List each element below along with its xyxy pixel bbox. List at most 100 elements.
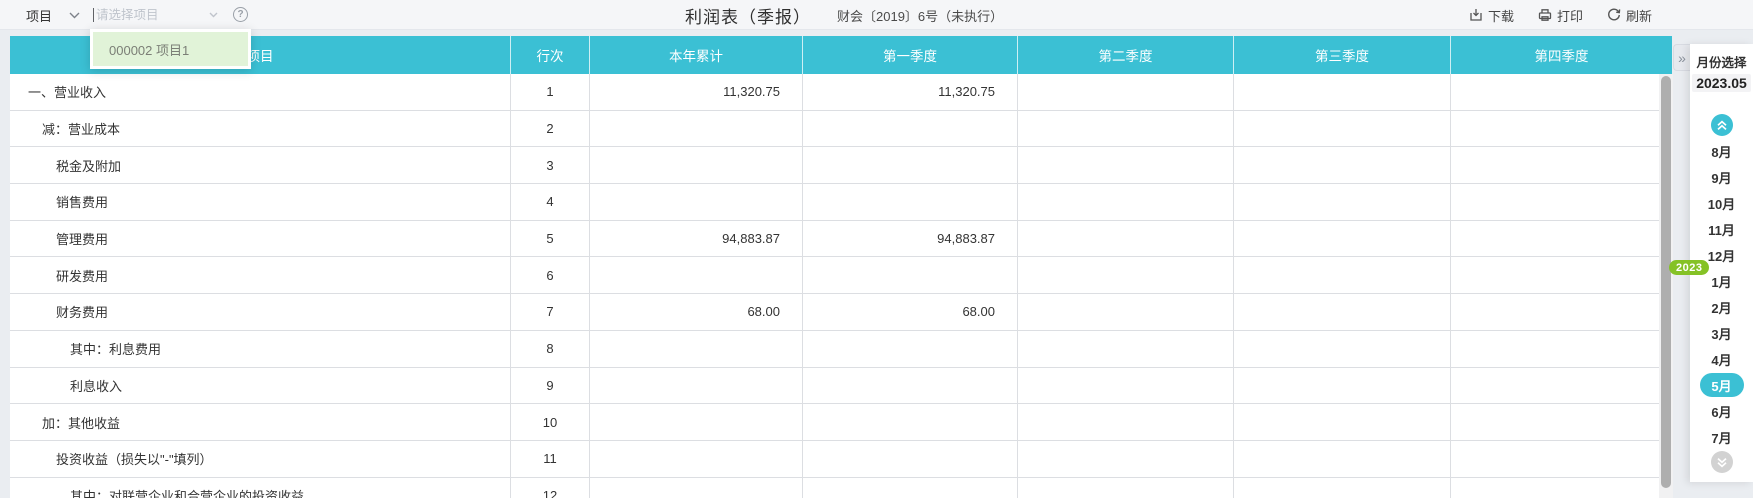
- refresh-button[interactable]: 刷新: [1607, 6, 1652, 25]
- month-item[interactable]: 11月: [1708, 222, 1735, 238]
- project-search-input[interactable]: [96, 8, 196, 22]
- chevron-double-right-icon: »: [1678, 49, 1686, 66]
- month-list: 8月 9月 10月 11月 12月 1月 2月 3月 4月 5月 6月 7月: [1699, 138, 1744, 450]
- toolbar: 项目 ? 利润表（季报） 财会〔2019〕6号（未执行） 下载 打印 刷新: [0, 0, 1753, 30]
- cell-q1: [803, 367, 1018, 404]
- cell-q2: [1018, 330, 1234, 367]
- month-item[interactable]: 3月: [1711, 326, 1732, 342]
- cell-q2: [1018, 147, 1234, 184]
- table-row: 投资收益（损失以"-"填列） 11: [10, 440, 1672, 478]
- month-item[interactable]: 4月: [1711, 352, 1732, 368]
- row-line-number: 12: [511, 477, 590, 498]
- cell-q1: [803, 257, 1018, 294]
- cell-q2: [1018, 257, 1234, 294]
- column-header-q4: 第四季度: [1534, 49, 1589, 64]
- cell-q1: [803, 147, 1018, 184]
- row-line-number: 7: [511, 294, 590, 330]
- column-header-item: 项目: [10, 36, 511, 74]
- table-row: 减：营业成本 2: [10, 110, 1672, 148]
- cell-ytd: [590, 147, 803, 184]
- cell-q4: [1451, 368, 1672, 404]
- cell-q3: [1234, 257, 1451, 294]
- month-item[interactable]: 12月: [1707, 248, 1736, 264]
- row-item-name: 其中：对联营企业和合营企业的投资收益: [10, 477, 511, 498]
- cell-q3: [1234, 404, 1451, 440]
- month-item[interactable]: 10月: [1707, 196, 1736, 212]
- cell-ytd: 11,320.75: [590, 74, 803, 110]
- scroll-months-up-button[interactable]: [1710, 114, 1733, 136]
- row-item-name: 利息收入: [10, 367, 511, 404]
- row-item-name: 财务费用: [10, 294, 511, 330]
- row-line-number: 5: [511, 220, 590, 257]
- table-body: 一、营业收入 1 11,320.75 11,320.75 减：营业成本 2 税金…: [10, 74, 1672, 498]
- print-button[interactable]: 打印: [1538, 6, 1583, 25]
- row-item-name: 投资收益（损失以"-"填列）: [10, 440, 511, 477]
- row-item-name: 其中：利息费用: [10, 330, 511, 367]
- row-line-number: 8: [511, 330, 590, 367]
- help-icon[interactable]: ?: [233, 7, 248, 22]
- cell-q1: [803, 404, 1018, 440]
- month-item[interactable]: 8月: [1711, 144, 1732, 160]
- cell-ytd: [590, 330, 803, 367]
- cell-q4: [1451, 74, 1672, 110]
- project-search-field[interactable]: [93, 3, 224, 27]
- refresh-icon: [1608, 8, 1621, 21]
- cell-ytd: [590, 404, 803, 440]
- cell-q2: [1018, 477, 1234, 498]
- month-item[interactable]: 9月: [1711, 170, 1732, 186]
- cell-q3: [1234, 477, 1451, 498]
- scroll-months-down-button[interactable]: [1710, 451, 1733, 473]
- cell-q2: [1018, 74, 1234, 110]
- cell-q4: [1451, 294, 1672, 330]
- column-header-line-no: 行次: [511, 36, 590, 74]
- cell-ytd: [590, 110, 803, 147]
- row-item-name: 研发费用: [10, 257, 511, 294]
- cell-q4: [1451, 147, 1672, 183]
- cell-q2: [1018, 294, 1234, 330]
- cell-q1: [803, 330, 1018, 367]
- current-period: 2023.05: [1692, 74, 1751, 92]
- download-button[interactable]: 下载: [1469, 6, 1514, 25]
- cell-q1: [803, 477, 1018, 498]
- cell-q3: [1234, 294, 1451, 330]
- row-line-number: 2: [511, 110, 590, 147]
- row-line-number: 4: [511, 184, 590, 220]
- project-type-select[interactable]: 项目: [26, 0, 80, 30]
- project-dropdown-option[interactable]: 000002 项目1: [93, 32, 248, 66]
- download-label: 下载: [1487, 8, 1514, 24]
- month-item[interactable]: 2月: [1711, 300, 1732, 316]
- month-item[interactable]: 1月: [1711, 274, 1732, 290]
- download-icon: [1470, 9, 1482, 21]
- column-header-q2: 第二季度: [1018, 36, 1234, 74]
- cell-ytd: 94,883.87: [590, 220, 803, 257]
- month-item[interactable]: 6月: [1711, 404, 1732, 420]
- month-item[interactable]: 7月: [1711, 430, 1732, 446]
- cell-q2: [1018, 367, 1234, 404]
- cell-ytd: [590, 367, 803, 404]
- cell-ytd: [590, 477, 803, 498]
- cell-q4: [1451, 478, 1672, 498]
- scrollbar-thumb[interactable]: [1661, 76, 1671, 488]
- sidebar-collapse-button[interactable]: »: [1673, 44, 1690, 71]
- month-item[interactable]: 5月: [1699, 373, 1744, 397]
- cell-ytd: [590, 440, 803, 477]
- row-line-number: 10: [511, 404, 590, 440]
- cell-q2: [1018, 440, 1234, 477]
- month-panel-title: 月份选择: [1696, 56, 1747, 70]
- cell-ytd: 68.00: [590, 294, 803, 330]
- row-line-number: 3: [511, 147, 590, 184]
- table-row: 销售费用 4: [10, 184, 1672, 221]
- cell-q2: [1018, 220, 1234, 257]
- row-line-number: 11: [511, 440, 590, 477]
- table-header-row: 项目 行次 本年累计 第一季度 第二季度 第三季度 第四季度: [10, 36, 1672, 74]
- column-header-ytd: 本年累计: [590, 36, 803, 74]
- table-row: 其中：利息费用 8: [10, 330, 1672, 368]
- cell-q3: [1234, 220, 1451, 257]
- vertical-scrollbar: [1659, 74, 1673, 498]
- cell-q2: [1018, 184, 1234, 220]
- cell-q3: [1234, 367, 1451, 404]
- row-item-name: 加：其他收益: [10, 404, 511, 440]
- caret-down-icon[interactable]: [209, 12, 218, 18]
- cell-q3: [1234, 110, 1451, 147]
- table-row: 其中：对联营企业和合营企业的投资收益 12: [10, 477, 1672, 498]
